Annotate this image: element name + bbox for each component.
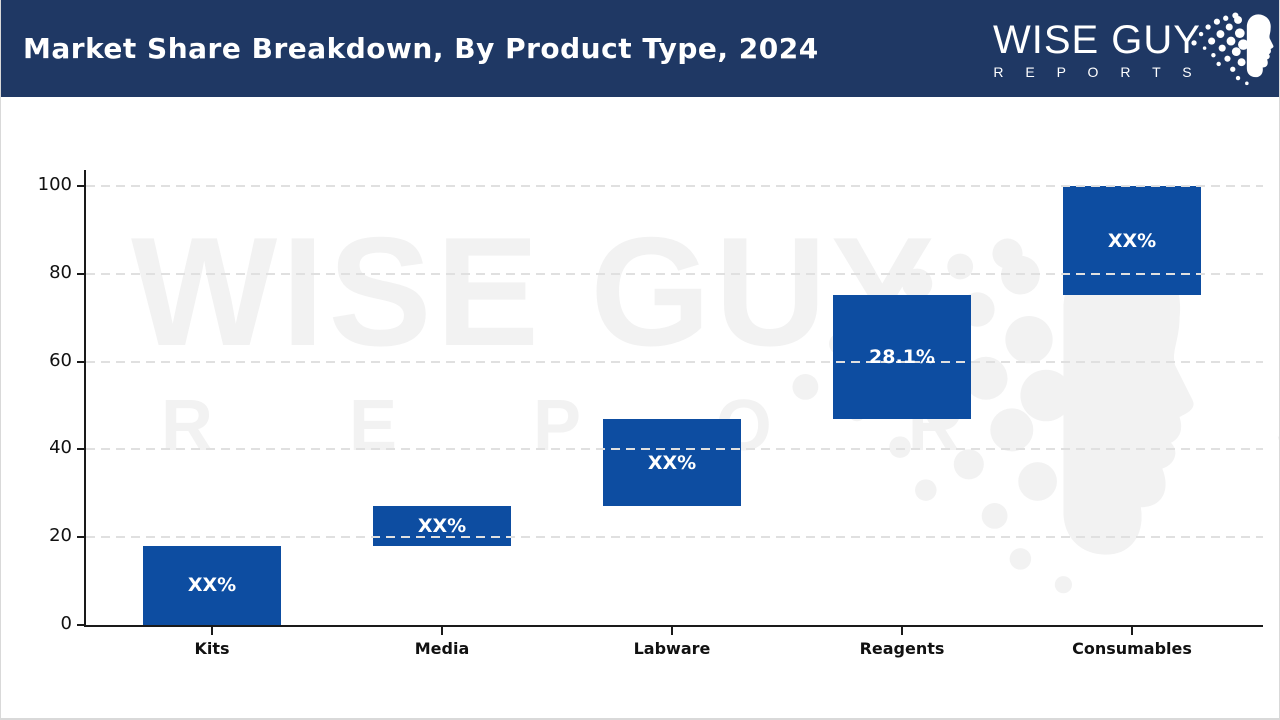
y-tick-label: 100 bbox=[37, 174, 72, 195]
bar-value-label: 28.1% bbox=[869, 345, 935, 368]
gridline bbox=[86, 448, 1263, 451]
x-axis-line bbox=[84, 625, 1263, 627]
wiseguy-logo: WISE GUY R E P O R T S bbox=[993, 4, 1275, 94]
x-category-label: Kits bbox=[194, 639, 230, 658]
logo-wordmark: WISE GUY bbox=[992, 17, 1201, 62]
watermark-text: WISE GUY R E P O R T S bbox=[131, 205, 1279, 467]
x-category-label: Media bbox=[414, 639, 470, 658]
page-title: Market Share Breakdown, By Product Type,… bbox=[23, 32, 819, 65]
y-axis-line bbox=[84, 170, 86, 627]
y-tick-label: 20 bbox=[49, 525, 72, 547]
watermark-subtext: R E P O R T S bbox=[161, 386, 1279, 466]
y-tick-label: 0 bbox=[60, 613, 72, 634]
bar-value-label: XX% bbox=[187, 574, 237, 597]
gridline bbox=[86, 360, 1263, 363]
y-tick-label: 40 bbox=[49, 437, 72, 459]
watermark-wordmark: WISE GUY bbox=[131, 205, 939, 378]
y-tick-label: 80 bbox=[49, 261, 72, 283]
gridline bbox=[86, 536, 1263, 539]
y-tick-mark bbox=[77, 448, 86, 451]
logo-text: WISE GUY R E P O R T S bbox=[993, 19, 1201, 80]
waterfall-bar bbox=[603, 418, 741, 507]
x-tick-mark bbox=[441, 627, 443, 635]
bar-value-label: XX% bbox=[647, 451, 697, 474]
x-tick-mark bbox=[901, 627, 903, 635]
x-category-label: Labware bbox=[633, 639, 711, 658]
header: Market Share Breakdown, By Product Type,… bbox=[1, 0, 1279, 97]
x-category-label: Reagents bbox=[859, 639, 945, 658]
y-tick-mark bbox=[77, 272, 86, 275]
gridline bbox=[86, 185, 1263, 187]
y-tick-mark bbox=[77, 185, 86, 187]
bar-value-label: XX% bbox=[1107, 229, 1157, 252]
bar-value-label: XX% bbox=[417, 515, 467, 538]
x-tick-mark bbox=[211, 627, 213, 635]
gridline bbox=[86, 272, 1263, 275]
x-tick-mark bbox=[1131, 627, 1133, 635]
logo-subtext: R E P O R T S bbox=[993, 63, 1201, 80]
x-tick-mark bbox=[671, 627, 673, 635]
y-tick-mark bbox=[77, 624, 86, 626]
x-category-label: Consumables bbox=[1072, 639, 1192, 658]
y-tick-label: 60 bbox=[49, 349, 72, 371]
waterfall-bar bbox=[143, 545, 281, 625]
waterfall-bar bbox=[373, 506, 511, 546]
y-tick-mark bbox=[77, 536, 86, 539]
y-tick-mark bbox=[77, 360, 86, 363]
